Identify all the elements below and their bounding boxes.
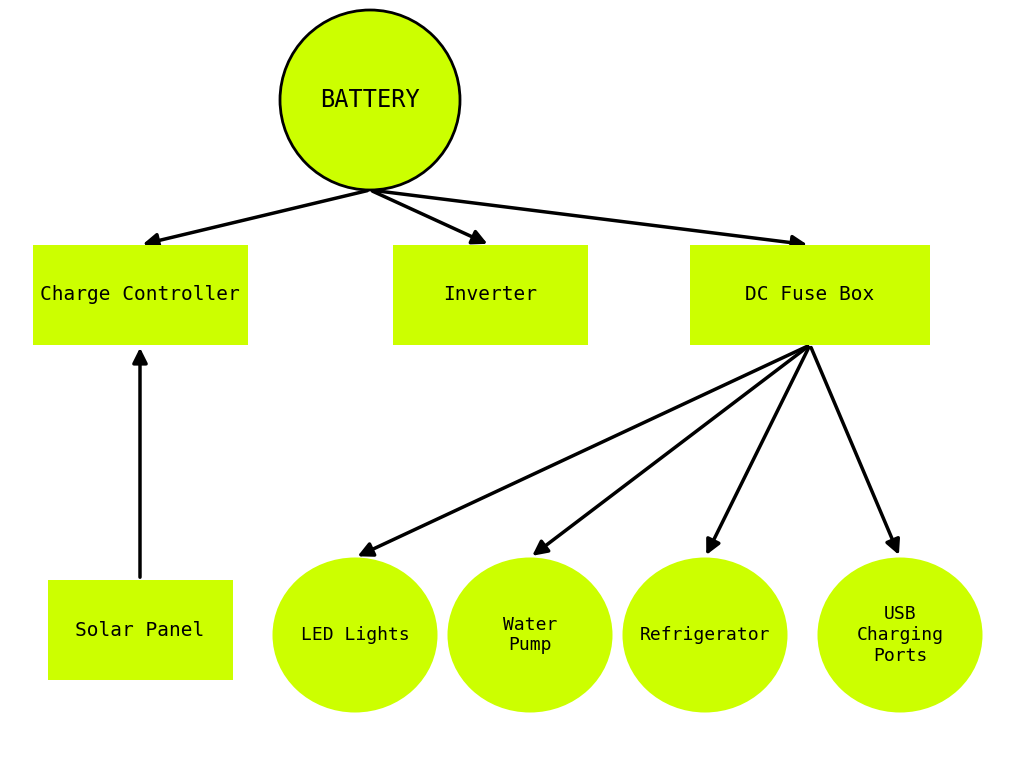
Text: LED Lights: LED Lights xyxy=(301,626,410,644)
Ellipse shape xyxy=(623,558,787,713)
Text: Solar Panel: Solar Panel xyxy=(76,621,205,640)
FancyBboxPatch shape xyxy=(47,580,232,680)
Text: Inverter: Inverter xyxy=(443,286,537,304)
Text: Charge Controller: Charge Controller xyxy=(40,286,240,304)
Text: Water
Pump: Water Pump xyxy=(503,616,557,654)
Text: DC Fuse Box: DC Fuse Box xyxy=(745,286,874,304)
Ellipse shape xyxy=(280,10,460,190)
Ellipse shape xyxy=(272,558,437,713)
Ellipse shape xyxy=(447,558,612,713)
Text: Refrigerator: Refrigerator xyxy=(640,626,770,644)
Ellipse shape xyxy=(817,558,982,713)
Text: USB
Charging
Ports: USB Charging Ports xyxy=(856,605,943,665)
FancyBboxPatch shape xyxy=(33,245,248,345)
FancyBboxPatch shape xyxy=(690,245,930,345)
FancyBboxPatch shape xyxy=(392,245,588,345)
Text: BATTERY: BATTERY xyxy=(321,88,420,112)
